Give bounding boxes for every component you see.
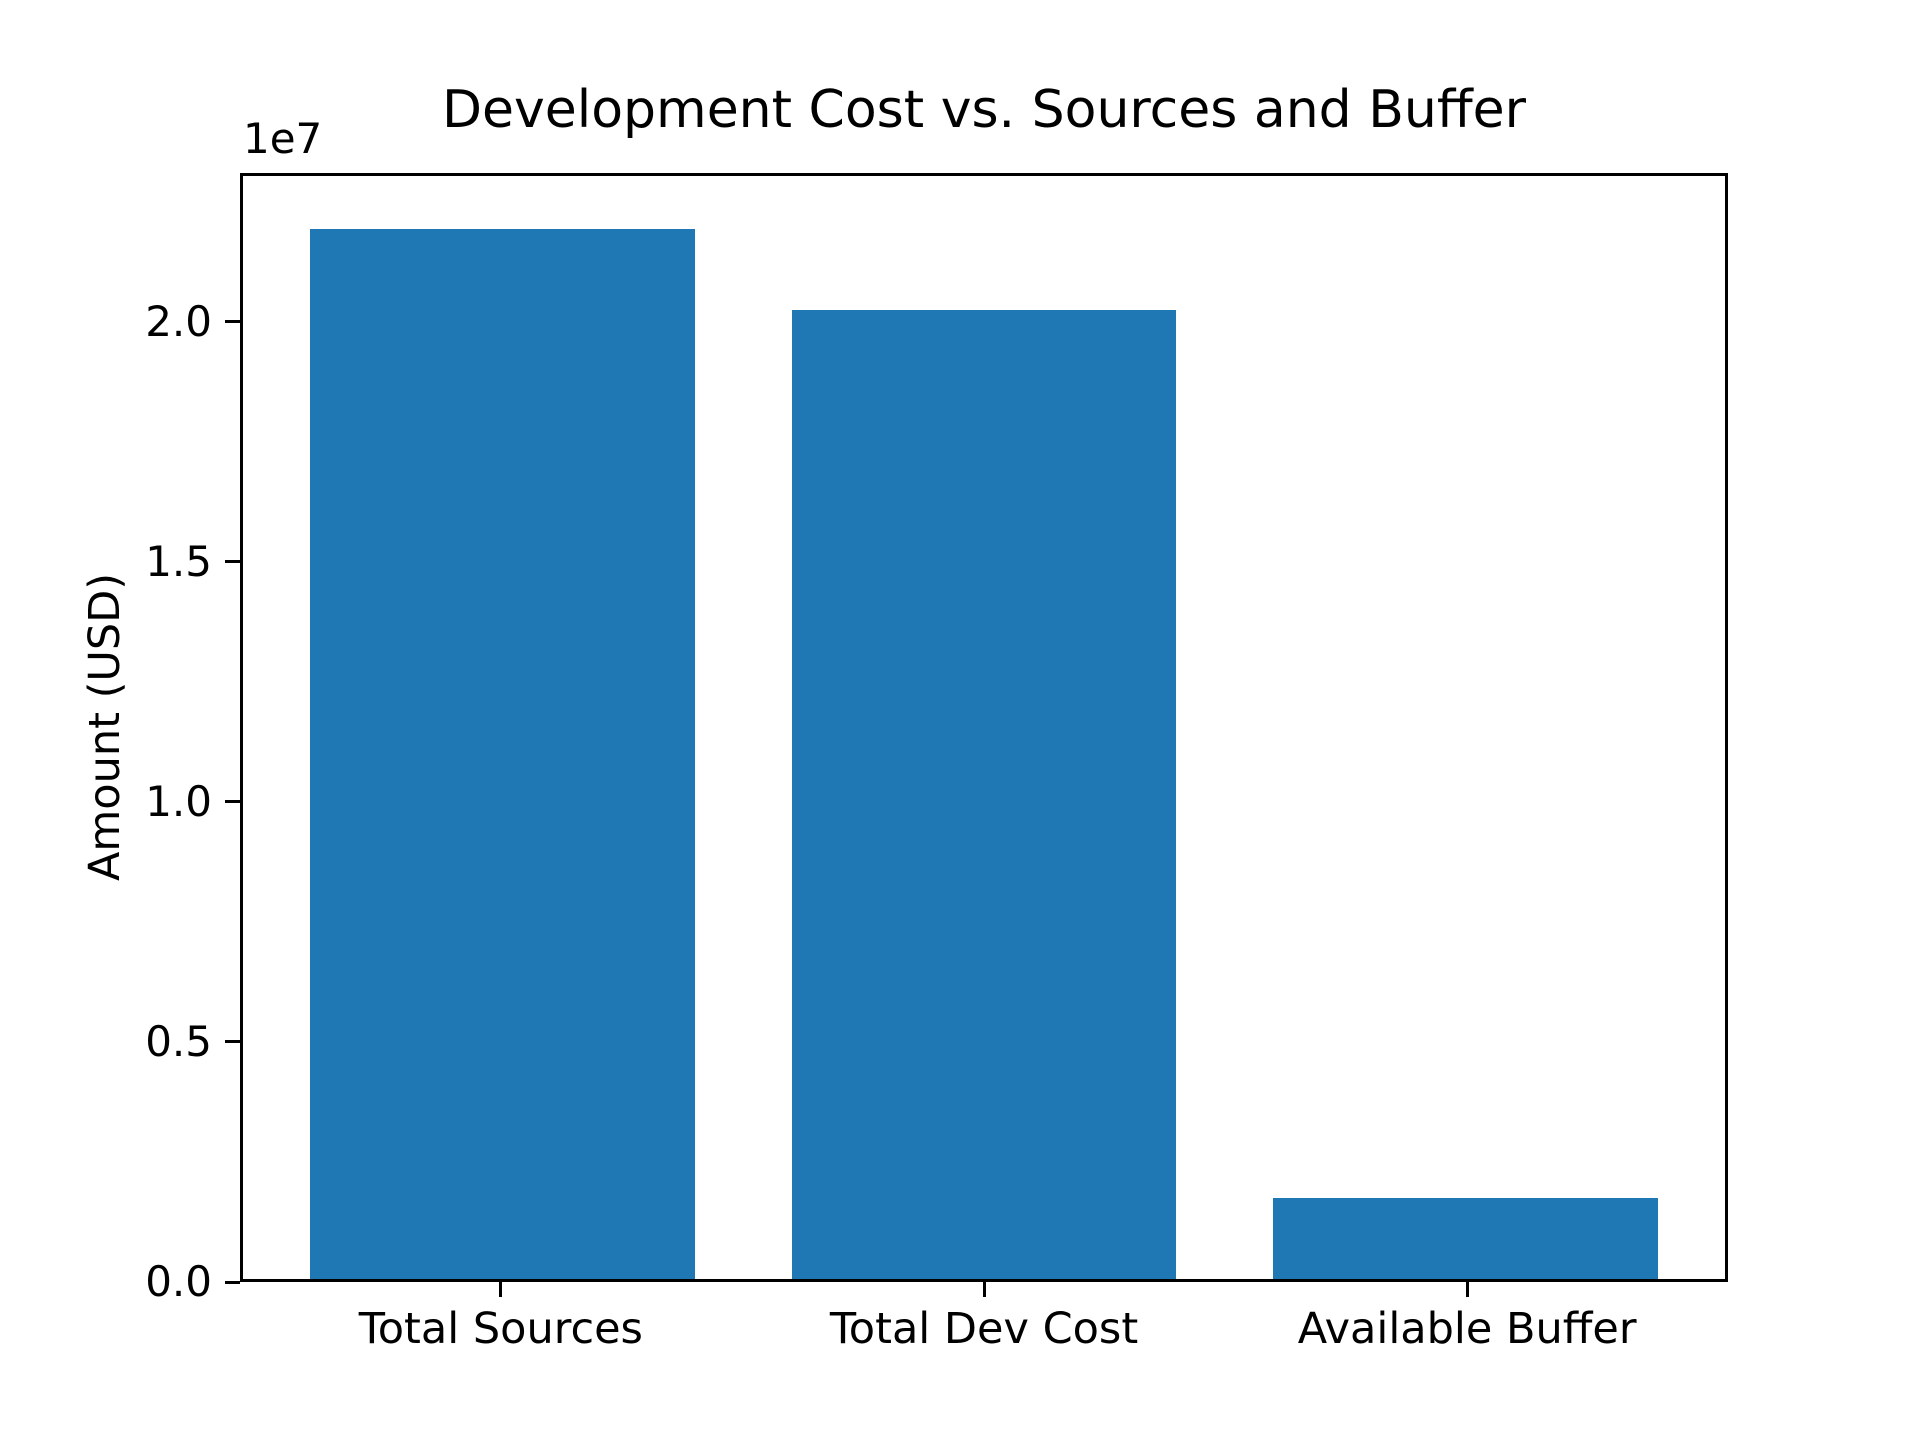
y-tick-label: 2.0 <box>145 296 212 346</box>
x-tick-mark <box>1465 1282 1469 1297</box>
bar-total-sources <box>310 228 696 1279</box>
y-axis-label: Amount (USD) <box>80 572 130 882</box>
bar-total-dev-cost <box>791 309 1177 1279</box>
y-tick-mark <box>225 800 240 804</box>
y-tick-mark <box>225 320 240 324</box>
x-tick-mark <box>499 1282 503 1297</box>
y-tick-mark <box>225 1040 240 1044</box>
x-tick-mark <box>982 1282 986 1297</box>
y-axis-offset-label: 1e7 <box>243 114 323 163</box>
x-tick-label: Total Sources <box>358 1304 643 1354</box>
plot-area <box>240 173 1728 1282</box>
y-tick-label: 0.0 <box>145 1257 212 1306</box>
y-tick-mark <box>225 1280 240 1284</box>
x-tick-label: Available Buffer <box>1297 1304 1637 1354</box>
y-tick-label: 1.0 <box>145 776 212 826</box>
y-tick-mark <box>225 560 240 564</box>
y-tick-label: 1.5 <box>145 536 212 586</box>
bar-available-buffer <box>1272 1197 1658 1279</box>
y-tick-label: 0.5 <box>145 1016 212 1066</box>
x-tick-label: Total Dev Cost <box>829 1304 1139 1354</box>
chart-title: Development Cost vs. Sources and Buffer <box>441 80 1527 140</box>
